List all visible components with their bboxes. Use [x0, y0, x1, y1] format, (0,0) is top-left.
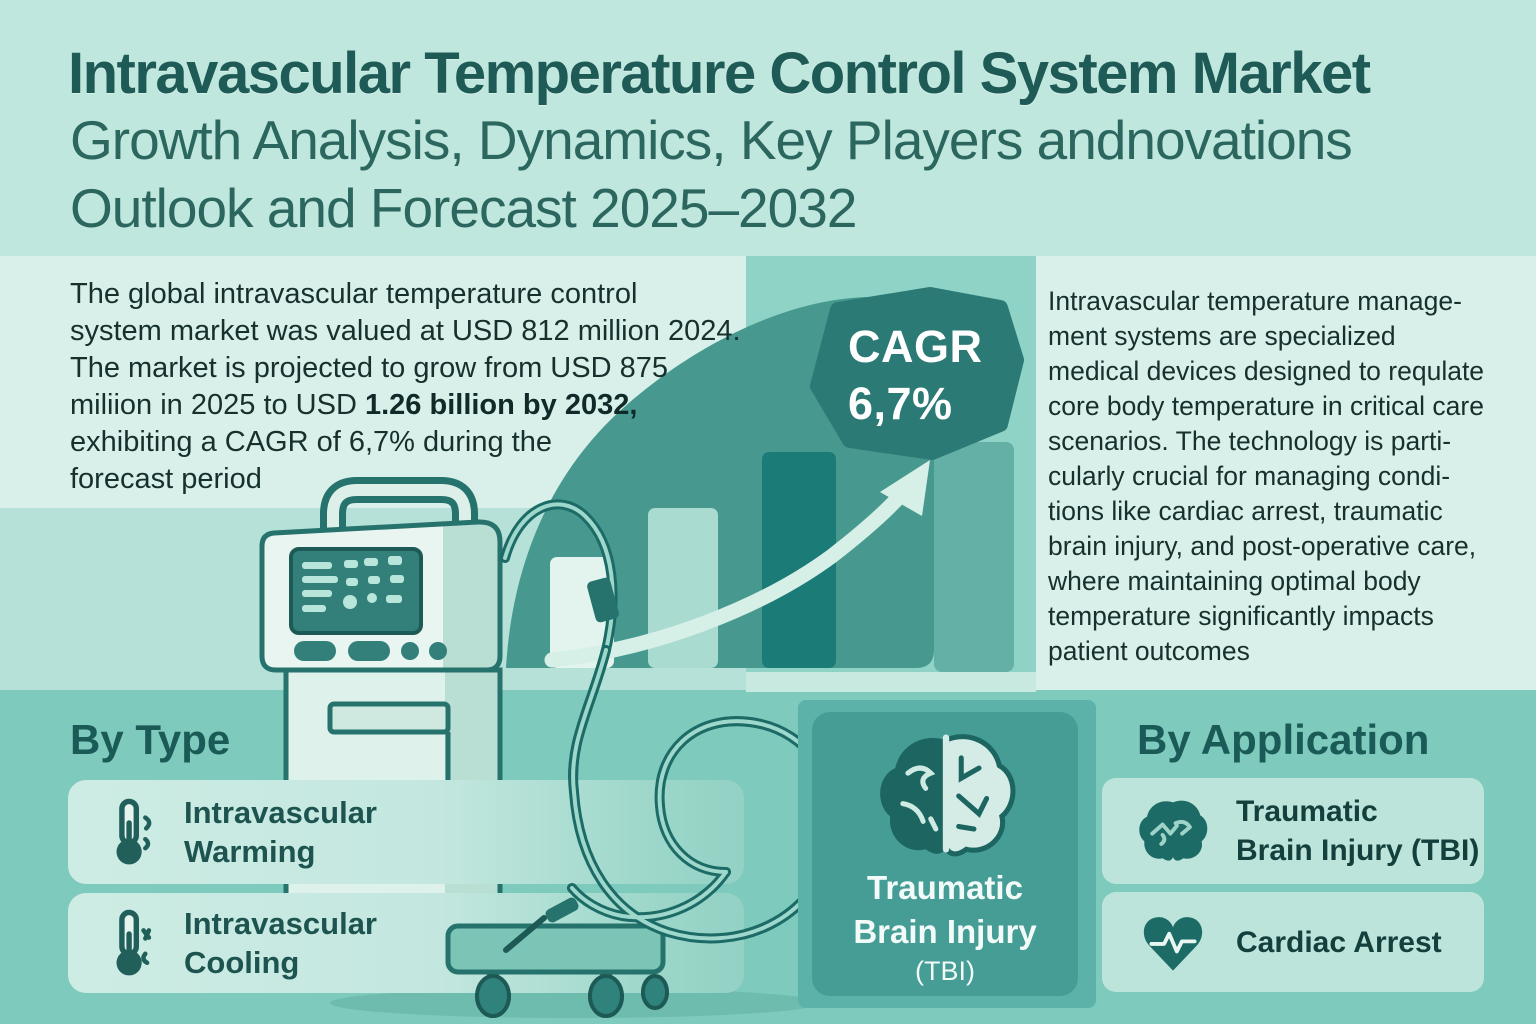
growth-arrow-icon: [544, 481, 914, 668]
device-console-side: [443, 521, 500, 670]
page-subtitle-line-1: Growth Analysis, Dynamics, Key Players a…: [70, 109, 1353, 171]
type-card-warming-label: Intravascular Warming: [184, 793, 377, 871]
growth-arrow-head: [880, 460, 930, 516]
cagr-badge-text: CAGR 6,7%: [848, 318, 1018, 432]
app-card-cardiac-label: Cardiac Arrest: [1236, 923, 1442, 962]
intro-right-panel: [1036, 256, 1536, 694]
brain-split-icon: [880, 734, 1016, 857]
intro-left-line: forecast period: [70, 463, 262, 495]
page-subtitle-line-2: Outlook and Forecast 2025–2032: [70, 177, 857, 239]
intro-right-line: brain injury, and post-operative care,: [1048, 531, 1477, 561]
type-card-warming-line1: Intravascular: [184, 795, 377, 830]
intro-left-line-segment: miliion in 2025 to USD: [70, 389, 365, 421]
intro-left-line: The market is projected to grow from USD…: [70, 352, 668, 384]
intro-left-line: miliion in 2025 to USD 1.26 billion by 2…: [70, 387, 770, 424]
intro-right-line: Intravascular temperature manage-: [1048, 286, 1462, 316]
app-card-tbi-line1: Traumatic: [1236, 795, 1378, 828]
app-card-cardiac-line1: Cardiac Arrest: [1236, 925, 1442, 959]
cagr-value: 6,7%: [848, 378, 953, 429]
tbi-card-title: Traumatic Brain Injury (TBI): [812, 866, 1078, 988]
by-type-heading: By Type: [70, 716, 231, 763]
app-card-tbi-label: Traumatic Brain Injury (TBI): [1236, 792, 1479, 870]
intro-right-line: core body temperature in critical care: [1048, 391, 1484, 421]
device-screen: [289, 547, 423, 635]
chart-bar-4: [934, 442, 1014, 672]
device-console-outline: [259, 519, 503, 673]
intro-right-line: scenarios. The technology is parti-: [1048, 426, 1452, 456]
page-title: Intravascular Temperature Control System…: [68, 41, 1371, 106]
cagr-label: CAGR: [848, 321, 983, 372]
intro-left-bold-value: 1.26 billion by 2032,: [364, 389, 638, 421]
app-card-tbi: Traumatic Brain Injury (TBI): [1102, 778, 1484, 884]
intro-left-text: The global intravascular temperature con…: [70, 276, 770, 498]
intro-left-line: The global intravascular temperature con…: [70, 278, 638, 310]
intro-right-text: Intravascular temperature manage- ment s…: [1048, 284, 1518, 669]
type-card-warming: Intravascular Warming: [68, 780, 744, 884]
tbi-card-line2: Brain Injury: [853, 913, 1037, 950]
app-card-cardiac: Cardiac Arrest: [1102, 892, 1484, 992]
device-shadow: [330, 988, 820, 1018]
intro-right-line: medical devices designed to requlate: [1048, 356, 1485, 386]
header-band: [0, 0, 1536, 256]
device-slot: [327, 701, 451, 735]
intro-left-line: system market was valued at USD 812 mill…: [70, 315, 741, 347]
brain-right-detail: [956, 755, 990, 832]
tbi-card-line3: (TBI): [915, 956, 975, 986]
chart-bar-3: [762, 452, 836, 668]
brain-icon: [1139, 800, 1208, 861]
type-card-cooling: Intravascular Cooling: [68, 893, 744, 993]
intro-right-line: temperature significantly impacts: [1048, 601, 1434, 631]
device-handle-inner: [327, 484, 471, 545]
type-card-cooling-label: Intravascular Cooling: [184, 904, 377, 982]
type-card-cooling-line2: Cooling: [184, 945, 300, 980]
intro-left-line: exhibiting a CAGR of 6,7% during the: [70, 426, 552, 458]
tube-clamp: [587, 577, 619, 623]
brain-left-detail: [900, 765, 939, 832]
intro-right-line: where maintaining optimal body: [1048, 566, 1421, 596]
intro-right-line: patient outcomes: [1048, 636, 1250, 666]
heart-pulse-icon: [1143, 917, 1203, 971]
type-card-warming-line2: Warming: [184, 834, 316, 869]
intro-right-line: tions like cardiac arrest, traumatic: [1048, 496, 1443, 526]
cagr-badge: [810, 287, 1024, 460]
device-screen-glyphs: [302, 556, 404, 612]
tbi-card-line1: Traumatic: [867, 869, 1023, 906]
app-card-tbi-line2: Brain Injury (TBI): [1236, 834, 1480, 867]
intro-right-line: cularly crucial for managing condi-: [1048, 461, 1451, 491]
thermometer-cooling-icon: [116, 909, 152, 976]
middle-column-footer-strip: [746, 672, 1036, 692]
device-buttons: [294, 641, 447, 661]
type-card-cooling-line1: Intravascular: [184, 906, 377, 941]
thermometer-warming-icon: [116, 798, 152, 865]
intro-right-line: ment systems are specialized: [1048, 321, 1396, 351]
by-application-heading: By Application: [1137, 716, 1430, 763]
